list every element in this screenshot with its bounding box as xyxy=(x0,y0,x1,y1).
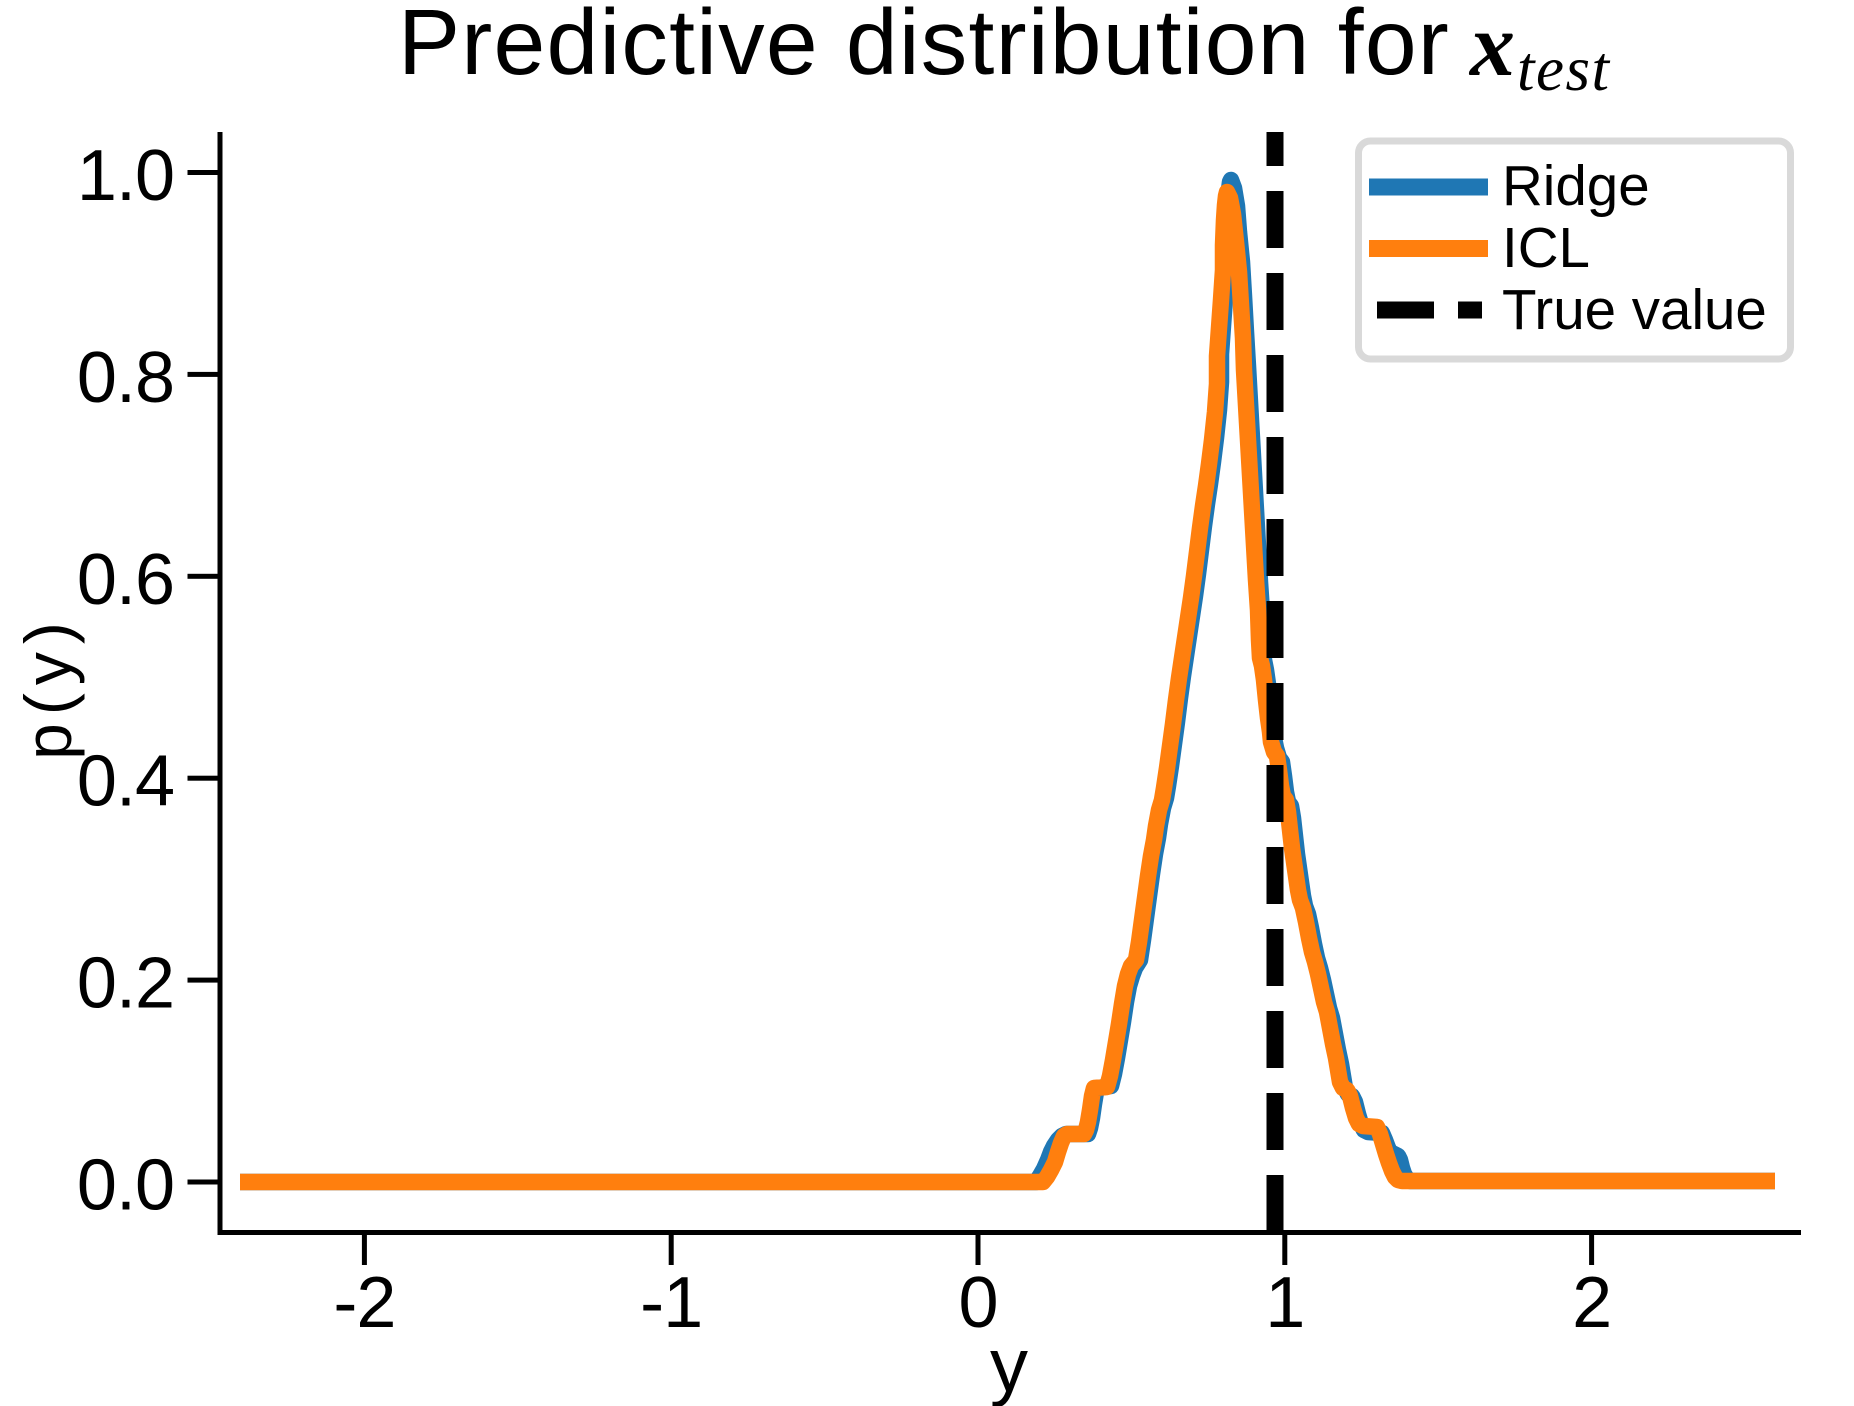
svg-text:0.6: 0.6 xyxy=(77,540,174,620)
svg-text:x: x xyxy=(1468,0,1515,95)
svg-text:1.0: 1.0 xyxy=(77,136,174,216)
svg-text:0: 0 xyxy=(958,1263,997,1343)
svg-text:True value: True value xyxy=(1502,278,1767,341)
svg-text:0.4: 0.4 xyxy=(77,742,174,822)
svg-text:0.2: 0.2 xyxy=(77,944,174,1024)
svg-text:Predictive distribution for: Predictive distribution for xyxy=(398,0,1450,94)
svg-text:p(y): p(y) xyxy=(11,614,85,760)
svg-text:-2: -2 xyxy=(333,1263,395,1343)
svg-text:test: test xyxy=(1517,34,1611,104)
svg-text:Ridge: Ridge xyxy=(1502,154,1650,217)
svg-text:ICL: ICL xyxy=(1502,216,1590,279)
svg-text:y: y xyxy=(990,1323,1028,1406)
svg-text:2: 2 xyxy=(1572,1263,1611,1343)
svg-text:0.8: 0.8 xyxy=(77,338,174,418)
svg-text:0.0: 0.0 xyxy=(77,1146,174,1226)
svg-text:-1: -1 xyxy=(640,1263,702,1343)
svg-text:1: 1 xyxy=(1265,1263,1304,1343)
